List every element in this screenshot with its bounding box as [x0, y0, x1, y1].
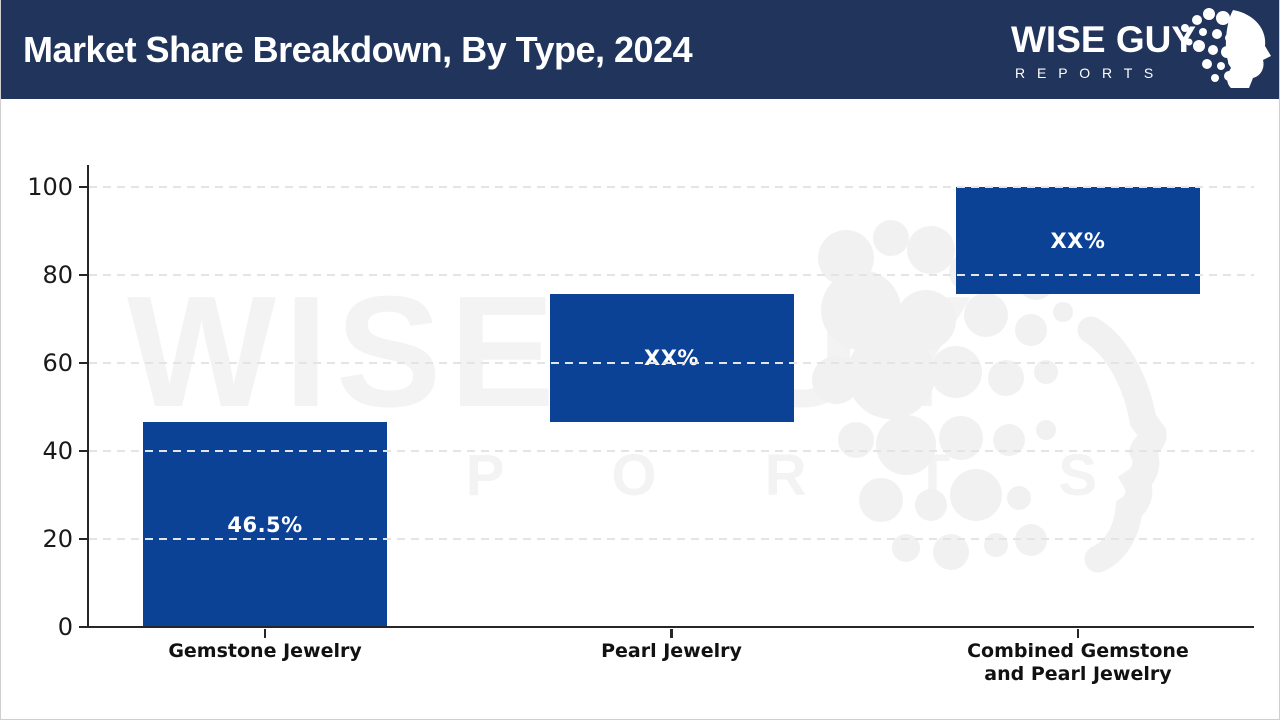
y-tick-label: 80	[42, 261, 73, 289]
y-tick-label: 0	[57, 613, 73, 641]
bar-pearl-jewelry: XX%	[549, 294, 794, 423]
y-tick	[79, 449, 88, 453]
x-category-label: Pearl Jewelry	[601, 640, 742, 662]
x-axis	[87, 625, 1254, 629]
y-tick	[79, 537, 88, 541]
x-category-label: Combined Gemstone and Pearl Jewelry	[967, 640, 1189, 685]
logo-wordmark: WISE GUY	[1011, 19, 1196, 60]
y-tick-label: 20	[42, 525, 73, 553]
bar-gemstone-jewelry: 46.5%	[143, 422, 388, 627]
gridline	[89, 185, 1254, 189]
gridline	[89, 361, 1254, 365]
bar-combined-gemstone-and-pearl-jewelry: XX%	[955, 187, 1200, 295]
bar-value-label: 46.5%	[227, 512, 303, 537]
page-title: Market Share Breakdown, By Type, 2024	[23, 29, 693, 70]
gridline	[89, 273, 1254, 277]
x-tick	[670, 629, 673, 638]
wiseguy-logo: WISE GUY R E P O R T S	[1011, 8, 1271, 88]
y-tick	[79, 273, 88, 277]
y-axis	[87, 165, 90, 628]
y-tick-label: 100	[27, 173, 73, 201]
y-tick-label: 40	[42, 437, 73, 465]
header-bar: Market Share Breakdown, By Type, 2024 WI…	[1, 0, 1279, 99]
y-tick-label: 60	[42, 349, 73, 377]
gridline	[89, 537, 1254, 541]
y-tick	[79, 625, 88, 629]
y-tick	[79, 185, 88, 189]
logo-face-icon	[1181, 8, 1271, 88]
x-tick	[1076, 629, 1080, 638]
x-category-label: Gemstone Jewelry	[168, 640, 362, 662]
bar-value-label: XX%	[644, 346, 699, 371]
gridline	[89, 449, 1254, 453]
logo-reports-text: R E P O R T S	[1015, 65, 1157, 81]
x-tick	[263, 629, 267, 638]
bar-value-label: XX%	[1050, 228, 1106, 253]
y-tick	[79, 361, 88, 365]
